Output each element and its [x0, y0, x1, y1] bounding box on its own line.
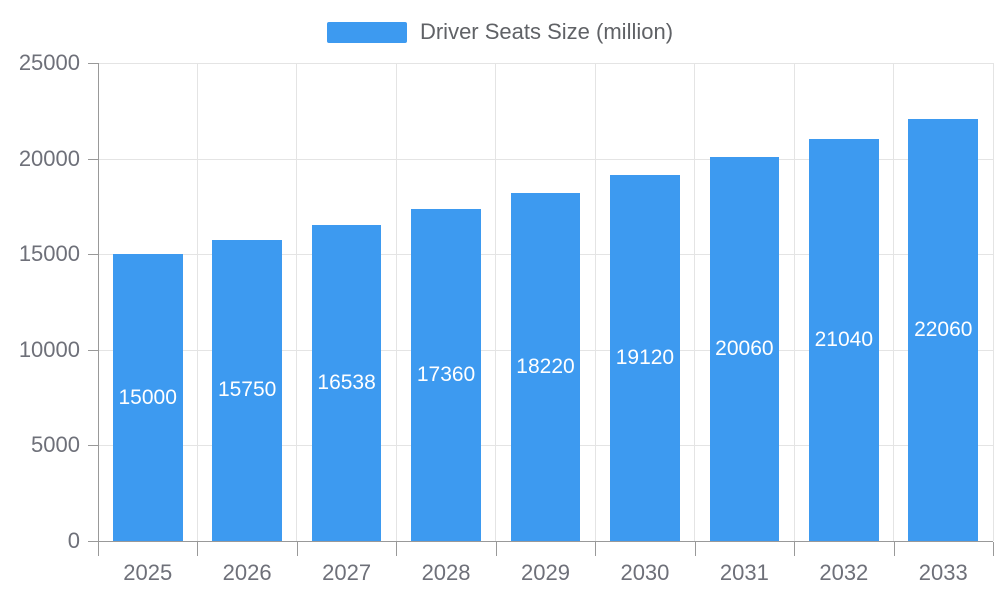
y-axis-tick-mark — [88, 541, 98, 542]
vertical-gridline — [793, 63, 795, 541]
x-axis-tick-mark — [794, 542, 796, 556]
vertical-gridline — [395, 63, 397, 541]
vertical-gridline — [694, 63, 696, 541]
bar-2033[interactable]: 22060 — [908, 119, 979, 541]
y-axis-line — [98, 63, 99, 556]
y-axis-tick-mark — [88, 445, 98, 447]
vertical-gridline — [893, 63, 895, 541]
y-axis-tick-mark — [88, 349, 98, 351]
x-axis-tick-label: 2025 — [123, 560, 173, 585]
x-axis-tick-mark — [396, 542, 398, 556]
bar-value-label: 19120 — [615, 346, 675, 370]
vertical-gridline — [196, 63, 198, 541]
x-axis-tick-label: 2031 — [719, 560, 769, 585]
bar-2030[interactable]: 19120 — [610, 175, 680, 541]
bar-value-label: 21040 — [814, 327, 874, 351]
y-axis-tick-mark — [88, 254, 98, 256]
vertical-gridline — [594, 63, 596, 541]
bar-2032[interactable]: 21040 — [809, 138, 879, 541]
x-axis-tick-mark — [296, 542, 298, 556]
bar-2029[interactable]: 18220 — [510, 192, 581, 541]
y-axis-tick-mark — [88, 158, 98, 160]
legend-item[interactable]: Driver Seats Size (million) — [0, 18, 1000, 46]
bar-2026[interactable]: 15750 — [212, 239, 282, 541]
x-axis-line — [88, 541, 993, 542]
horizontal-gridline — [98, 158, 993, 160]
x-axis-tick-mark — [495, 542, 497, 556]
x-axis-tick-label: 2033 — [918, 560, 968, 585]
legend-swatch — [326, 21, 407, 43]
bar-2027[interactable]: 16538 — [311, 224, 382, 541]
x-axis-tick-mark — [893, 542, 895, 556]
x-axis-tick-label: 2027 — [322, 560, 372, 585]
x-axis-tick-label: 2026 — [222, 560, 272, 585]
y-axis-tick-label: 5000 — [31, 432, 80, 458]
bar-value-label: 22060 — [914, 318, 973, 342]
x-axis-tick-label: 2028 — [421, 560, 471, 585]
vertical-gridline — [296, 63, 298, 541]
x-axis-tick-label: 2032 — [819, 560, 869, 585]
bar-value-label: 16538 — [317, 370, 376, 394]
y-axis-tick-label: 0 — [67, 528, 80, 553]
bar-value-label: 15750 — [217, 378, 277, 402]
y-axis-tick-label: 10000 — [18, 336, 80, 362]
x-axis-tick-mark — [197, 542, 199, 556]
x-axis-tick-label: 2030 — [620, 560, 670, 585]
bar-value-label: 17360 — [416, 363, 476, 387]
y-axis-tick-label: 15000 — [18, 241, 80, 267]
x-axis-tick-mark — [694, 542, 696, 556]
bar-2028[interactable]: 17360 — [411, 209, 481, 541]
bar-value-label: 15000 — [118, 385, 177, 409]
plot-area: 15000 15750 16538 17360 18220 19120 20060 21040… — [98, 63, 994, 541]
horizontal-gridline — [98, 63, 993, 64]
vertical-gridline — [992, 63, 994, 541]
bar-2031[interactable]: 20060 — [709, 157, 780, 541]
x-axis-tick-mark — [993, 542, 994, 556]
x-axis-tick-label: 2029 — [521, 560, 570, 585]
y-axis-tick-mark — [88, 63, 98, 64]
bar-value-label: 20060 — [715, 337, 774, 361]
x-axis-tick-mark — [595, 542, 597, 556]
vertical-gridline — [495, 63, 497, 541]
bar-value-label: 18220 — [516, 354, 575, 378]
y-axis-tick-label: 25000 — [18, 50, 80, 75]
y-axis-tick-label: 20000 — [18, 145, 80, 171]
legend-label: Driver Seats Size (million) — [419, 19, 674, 44]
bar-2025[interactable]: 15000 — [112, 254, 183, 541]
